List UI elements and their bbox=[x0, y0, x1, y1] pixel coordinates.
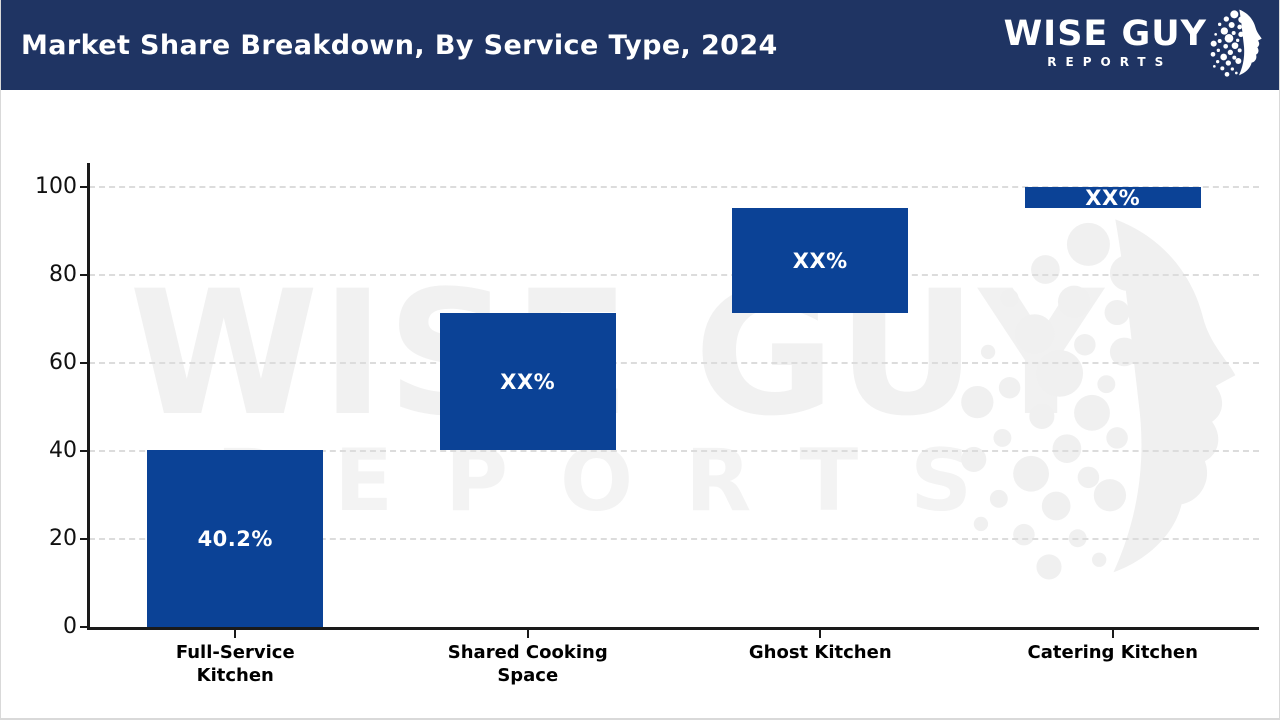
watermark-wordmark: WISE GUY bbox=[129, 253, 1106, 454]
bar-value-label: XX% bbox=[1085, 185, 1141, 210]
watermark-subtitle: REPORTS bbox=[216, 431, 1025, 531]
y-tick-label-80: 80 bbox=[49, 262, 77, 287]
y-gridline-80 bbox=[89, 274, 1259, 276]
face-profile-dots-icon bbox=[1210, 9, 1262, 77]
page-title: Market Share Breakdown, By Service Type,… bbox=[21, 29, 778, 61]
logo-wordmark: WISE GUY bbox=[1003, 14, 1207, 54]
bar-value-label: XX% bbox=[792, 248, 848, 273]
bar-full-service-kitchen: 40.2% bbox=[147, 450, 324, 627]
y-tick-label-20: 20 bbox=[49, 526, 77, 551]
bar-value-label: 40.2% bbox=[197, 526, 273, 551]
y-tick-40 bbox=[80, 450, 88, 452]
x-axis-label-2: Ghost Kitchen bbox=[748, 642, 892, 663]
bar-shared-cooking-space: XX% bbox=[439, 313, 616, 451]
x-tick-2 bbox=[819, 630, 822, 638]
x-axis-label-3: Catering Kitchen bbox=[1027, 642, 1198, 663]
y-tick-20 bbox=[80, 538, 88, 540]
y-gridline-20 bbox=[89, 538, 1259, 540]
bar-ghost-kitchen: XX% bbox=[732, 208, 909, 314]
y-tick-label-40: 40 bbox=[49, 438, 77, 463]
x-axis-label-1: Shared Cooking Space bbox=[447, 642, 608, 686]
y-tick-60 bbox=[80, 362, 88, 364]
y-tick-label-0: 0 bbox=[63, 614, 77, 639]
y-tick-100 bbox=[80, 186, 88, 188]
x-tick-1 bbox=[526, 630, 529, 638]
y-tick-0 bbox=[80, 626, 88, 628]
y-gridline-40 bbox=[89, 450, 1259, 452]
x-axis-label-0: Full-Service Kitchen bbox=[175, 642, 295, 686]
x-tick-0 bbox=[234, 630, 237, 638]
y-axis-line bbox=[87, 163, 90, 630]
bar-catering-kitchen: XX% bbox=[1024, 185, 1201, 210]
y-tick-label-100: 100 bbox=[35, 174, 77, 199]
y-tick-80 bbox=[80, 274, 88, 276]
wiseguy-logo: WISE GUY REPORTS bbox=[1003, 7, 1279, 87]
x-axis-line bbox=[87, 627, 1259, 630]
y-gridline-60 bbox=[89, 362, 1259, 364]
wiseguy-logo-text: WISE GUY REPORTS bbox=[1003, 14, 1207, 70]
y-gridline-100 bbox=[89, 186, 1259, 188]
y-tick-label-60: 60 bbox=[49, 350, 77, 375]
header-bar: Market Share Breakdown, By Service Type,… bbox=[1, 0, 1279, 90]
bar-value-label: XX% bbox=[500, 369, 556, 394]
x-tick-3 bbox=[1111, 630, 1114, 638]
logo-subtitle: REPORTS bbox=[1047, 55, 1173, 69]
